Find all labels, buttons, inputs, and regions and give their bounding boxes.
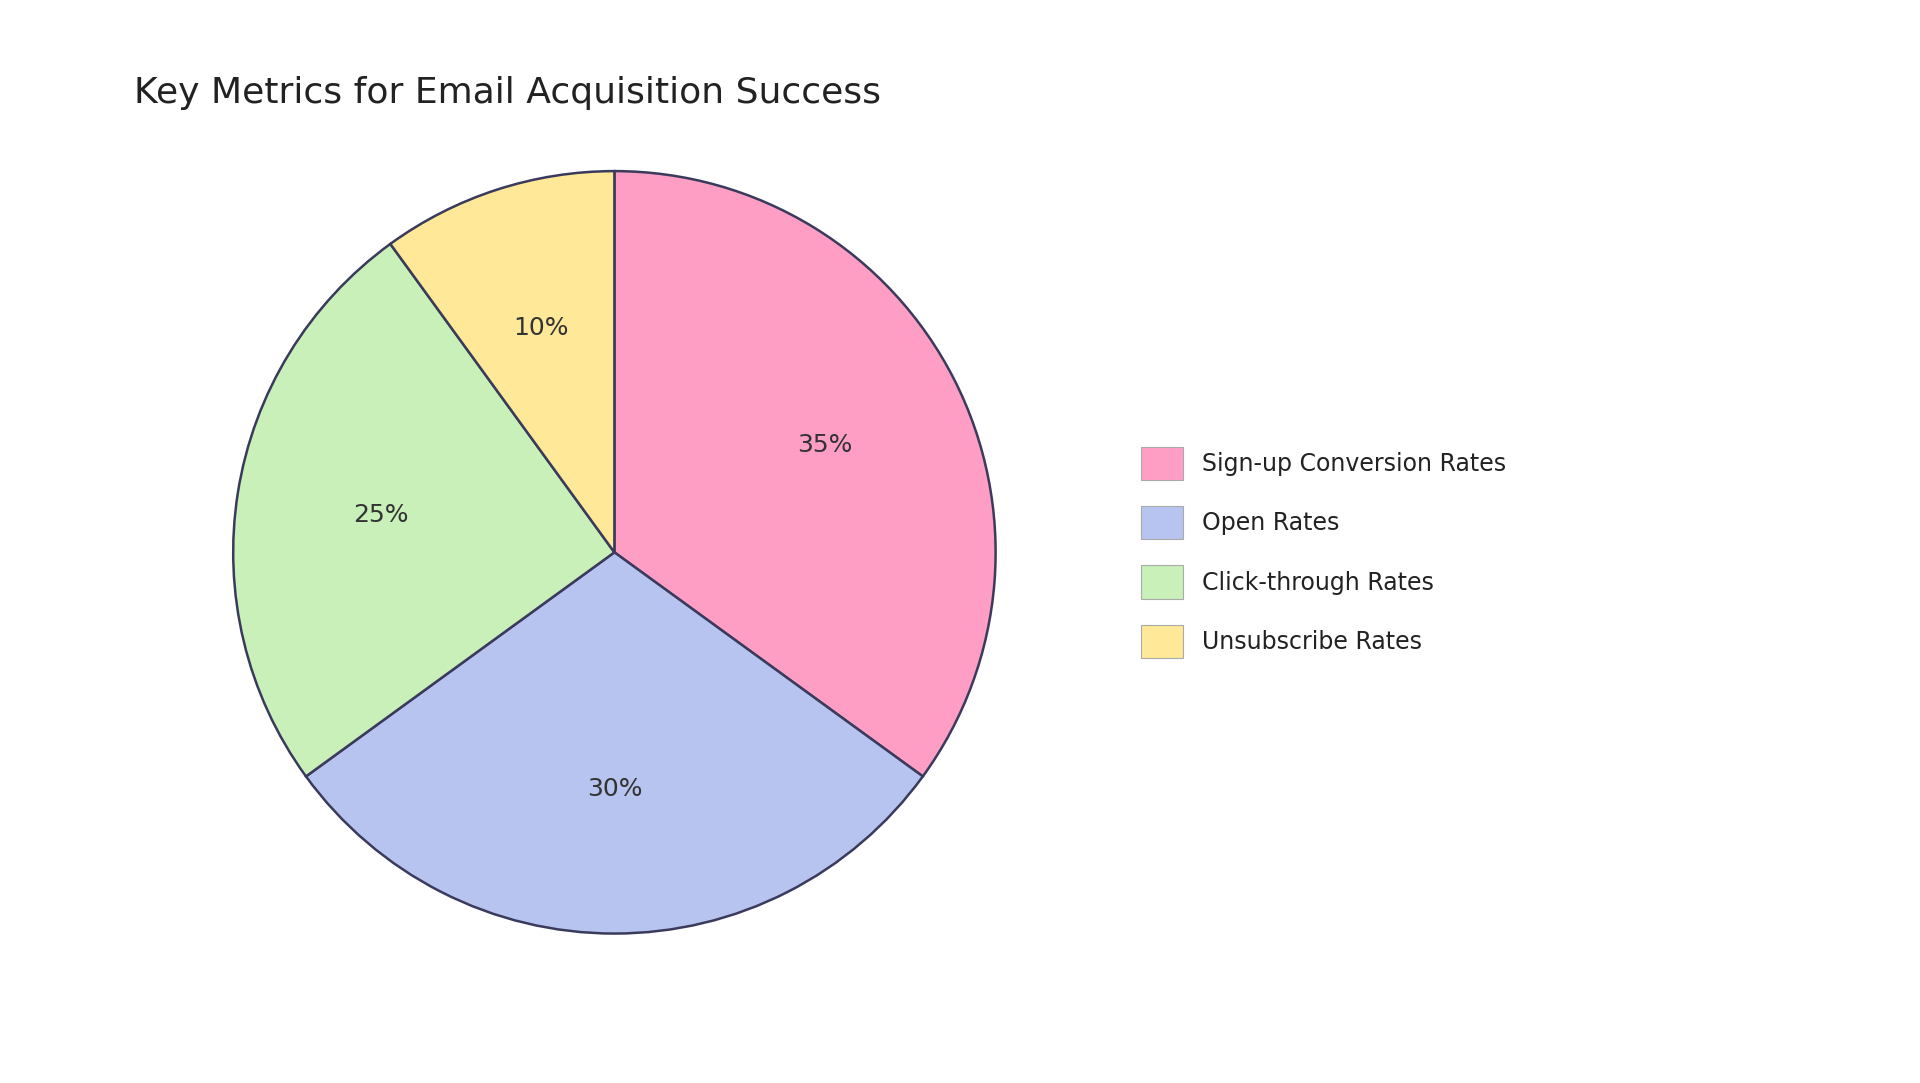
Text: 10%: 10%: [515, 315, 568, 340]
Text: 35%: 35%: [797, 433, 852, 457]
Wedge shape: [614, 171, 996, 777]
Legend: Sign-up Conversion Rates, Open Rates, Click-through Rates, Unsubscribe Rates: Sign-up Conversion Rates, Open Rates, Cl…: [1121, 428, 1524, 677]
Wedge shape: [305, 552, 924, 934]
Text: 30%: 30%: [588, 777, 641, 800]
Wedge shape: [232, 244, 614, 777]
Text: Key Metrics for Email Acquisition Success: Key Metrics for Email Acquisition Succes…: [134, 76, 881, 109]
Text: 25%: 25%: [353, 504, 409, 527]
Wedge shape: [390, 171, 614, 552]
